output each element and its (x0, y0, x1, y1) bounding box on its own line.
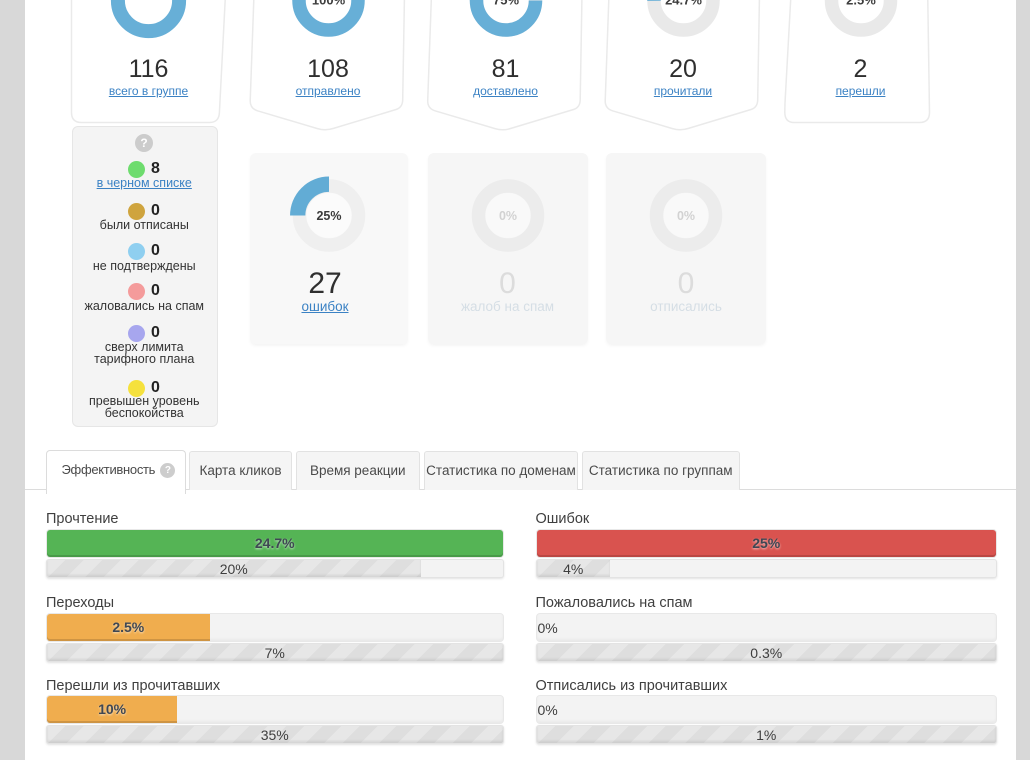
svg-text:24.7%: 24.7% (665, 0, 702, 8)
svg-text:0%: 0% (498, 209, 516, 223)
svg-text:75%: 75% (493, 0, 519, 8)
svg-text:100%: 100% (312, 0, 346, 8)
svg-text:25%: 25% (316, 209, 341, 223)
svg-text:0%: 0% (677, 209, 695, 223)
svg-text:2.5%: 2.5% (846, 0, 876, 8)
